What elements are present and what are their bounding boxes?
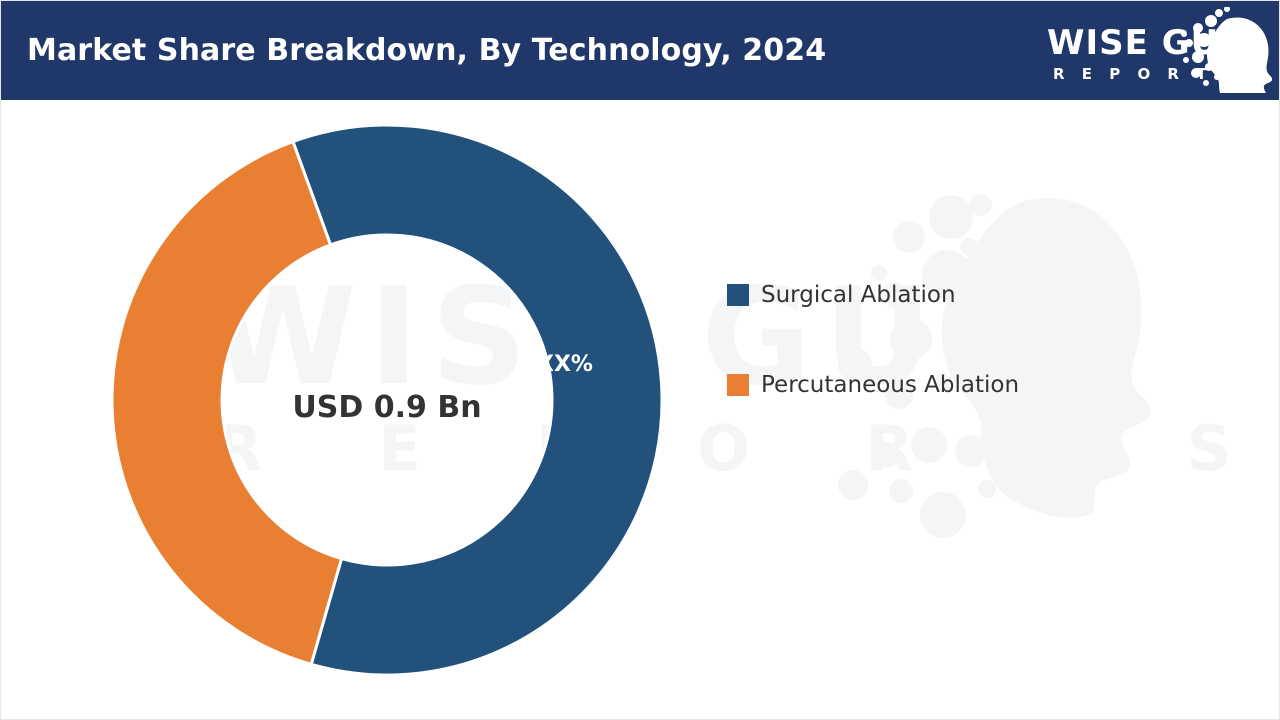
donut-chart: USD 0.9 Bn 60.0% XX% [97,110,677,690]
legend-item-percutaneous-ablation[interactable]: Percutaneous Ablation [727,340,1087,430]
page-title: Market Share Breakdown, By Technology, 2… [27,33,827,68]
logo-head-icon [1181,7,1273,93]
chart-legend: Surgical Ablation Percutaneous Ablation [727,250,1087,430]
chart-body: WISE GUY R E P O R T S [1,100,1279,719]
legend-swatch-surgical-ablation [727,284,749,306]
slice-label-percutaneous-ablation: XX% [537,352,593,377]
wise-guy-reports-logo: WISE GUY R E P O R T S [1041,7,1273,93]
legend-item-surgical-ablation[interactable]: Surgical Ablation [727,250,1087,340]
donut-center-label: USD 0.9 Bn [292,390,482,425]
logo-wordmark-line2: R E P O R T S [1053,65,1240,83]
legend-label-surgical-ablation: Surgical Ablation [761,281,956,308]
donut-slice[interactable] [291,123,664,677]
legend-swatch-percutaneous-ablation [727,374,749,396]
header-bar: Market Share Breakdown, By Technology, 2… [1,1,1279,100]
watermark-head-icon [791,155,1211,655]
slice-label-surgical-ablation: 60.0% [145,643,222,668]
donut-slice[interactable] [110,139,344,667]
legend-label-percutaneous-ablation: Percutaneous Ablation [761,371,1020,398]
